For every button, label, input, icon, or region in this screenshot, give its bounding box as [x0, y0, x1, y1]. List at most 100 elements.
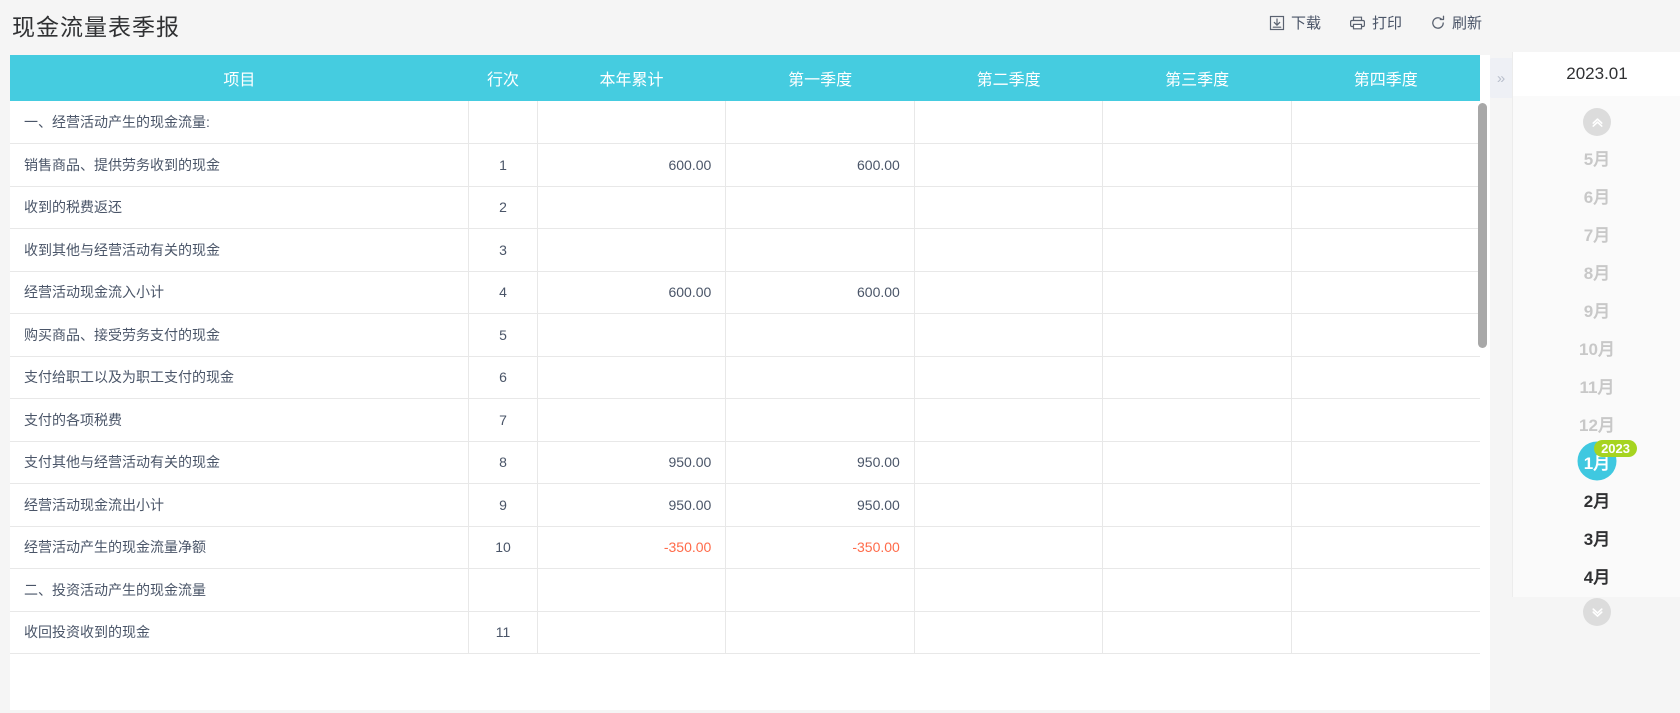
table-row[interactable]: 收回投资收到的现金 11: [10, 611, 1480, 654]
download-icon: [1269, 15, 1285, 31]
cell-q3: [1102, 356, 1292, 399]
month-items: 5月 6月 7月 8月 9月 10月 11月 12月 2023 1月 2月 3月 4月: [1513, 138, 1680, 594]
chevron-double-down-icon: [1590, 605, 1605, 620]
cell-item: 收回投资收到的现金: [10, 611, 470, 654]
month-item-7月[interactable]: 7月: [1513, 214, 1680, 252]
cell-q2: [914, 228, 1104, 272]
table-row[interactable]: 收到的税费返还 2: [10, 186, 1480, 229]
download-button[interactable]: 下载: [1269, 12, 1321, 33]
refresh-button[interactable]: 刷新: [1430, 12, 1482, 33]
cell-ytd: 950.00: [537, 483, 727, 527]
cell-q1: 950.00: [725, 483, 915, 527]
cell-ytd: 950.00: [537, 441, 727, 484]
cell-lineno: 2: [468, 186, 538, 229]
month-item-4月[interactable]: 4月: [1513, 556, 1680, 594]
cell-q3: [1102, 611, 1292, 654]
table-row[interactable]: 购买商品、接受劳务支付的现金 5: [10, 313, 1480, 357]
cell-q4: [1291, 356, 1480, 399]
cell-q3: [1102, 101, 1292, 144]
refresh-icon: [1430, 15, 1446, 31]
cell-ytd: 600.00: [537, 143, 727, 187]
cell-lineno: 4: [468, 271, 538, 314]
table-row[interactable]: 经营活动产生的现金流量净额 10 -350.00 -350.00: [10, 526, 1480, 569]
table-row[interactable]: 收到其他与经营活动有关的现金 3: [10, 228, 1480, 272]
cash-flow-table: 项目 行次 本年累计 第一季度 第二季度 第三季度 第四季度 一、经营活动产生的…: [10, 55, 1480, 654]
cell-item: 经营活动产生的现金流量净额: [10, 526, 470, 569]
table-row[interactable]: 一、经营活动产生的现金流量:: [10, 101, 1480, 144]
month-item-12月[interactable]: 12月: [1513, 404, 1680, 442]
cell-item: 支付的各项税费: [10, 398, 470, 442]
table-row[interactable]: 经营活动现金流入小计 4 600.00 600.00: [10, 271, 1480, 314]
cell-item: 销售商品、提供劳务收到的现金: [10, 143, 470, 187]
cell-ytd: 600.00: [537, 271, 727, 314]
cell-q1: [725, 186, 915, 229]
cell-lineno: 1: [468, 143, 538, 187]
cell-lineno: 9: [468, 483, 538, 527]
table-row[interactable]: 经营活动现金流出小计 9 950.00 950.00: [10, 483, 1480, 527]
print-icon: [1349, 15, 1366, 31]
cell-item: 支付给职工以及为职工支付的现金: [10, 356, 470, 399]
cell-q4: [1291, 143, 1480, 187]
cell-item: 购买商品、接受劳务支付的现金: [10, 313, 470, 357]
selected-period-display[interactable]: 2023.01: [1513, 52, 1680, 96]
table-row[interactable]: 支付的各项税费 7: [10, 398, 1480, 442]
month-item-9月[interactable]: 9月: [1513, 290, 1680, 328]
table-row[interactable]: 销售商品、提供劳务收到的现金 1 600.00 600.00: [10, 143, 1480, 187]
table-vertical-scrollbar[interactable]: [1478, 103, 1487, 703]
month-item-3月[interactable]: 3月: [1513, 518, 1680, 556]
cell-q2: [914, 483, 1104, 527]
cell-q2: [914, 611, 1104, 654]
month-label: 6月: [1583, 187, 1611, 207]
scrollbar-thumb[interactable]: [1478, 103, 1487, 348]
cell-q3: [1102, 568, 1292, 612]
table-row[interactable]: 支付给职工以及为职工支付的现金 6: [10, 356, 1480, 399]
cell-lineno: [468, 101, 538, 144]
chevron-double-up-icon: [1590, 115, 1605, 130]
cell-item: 收到其他与经营活动有关的现金: [10, 228, 470, 272]
month-item-1月[interactable]: 2023 1月: [1513, 440, 1680, 481]
cell-q2: [914, 143, 1104, 187]
month-item-2月[interactable]: 2月: [1513, 480, 1680, 518]
cell-q4: [1291, 313, 1480, 357]
cell-lineno: 10: [468, 526, 538, 569]
column-header-q4: 第四季度: [1291, 55, 1480, 101]
cell-ytd: [537, 568, 727, 612]
cell-q1: [725, 568, 915, 612]
table-body: 一、经营活动产生的现金流量: 销售商品、提供劳务收到的现金 1 600.00 600.0…: [10, 101, 1480, 654]
cell-q1: 950.00: [725, 441, 915, 484]
cell-ytd: [537, 313, 727, 357]
print-label: 打印: [1371, 15, 1402, 32]
cell-item: 经营活动现金流出小计: [10, 483, 470, 527]
cell-q1: 600.00: [725, 143, 915, 187]
cell-q4: [1291, 228, 1480, 272]
month-item-10月[interactable]: 10月: [1513, 328, 1680, 366]
cell-item: 支付其他与经营活动有关的现金: [10, 441, 470, 484]
month-item-11月[interactable]: 11月: [1513, 366, 1680, 404]
month-label: 5月: [1583, 149, 1611, 169]
cell-q3: [1102, 143, 1292, 187]
month-item-5月[interactable]: 5月: [1513, 138, 1680, 176]
month-label: 7月: [1583, 225, 1611, 245]
cell-q4: [1291, 101, 1480, 144]
cell-q4: [1291, 568, 1480, 612]
scroll-up-button[interactable]: [1583, 108, 1611, 136]
month-item-8月[interactable]: 8月: [1513, 252, 1680, 290]
print-button[interactable]: 打印: [1349, 12, 1402, 33]
cell-ytd: [537, 228, 727, 272]
sidebar-collapse-toggle[interactable]: »: [1490, 58, 1512, 98]
scroll-down-button[interactable]: [1583, 598, 1611, 626]
chevron-double-right-icon: »: [1496, 69, 1506, 87]
page-header: 现金流量表季报 下载: [0, 0, 1500, 50]
column-header-q3: 第三季度: [1102, 55, 1292, 101]
cell-lineno: 7: [468, 398, 538, 442]
cell-q3: [1102, 398, 1292, 442]
month-item-6月[interactable]: 6月: [1513, 176, 1680, 214]
cell-ytd: [537, 101, 727, 144]
column-header-item: 项目: [10, 55, 469, 101]
table-row[interactable]: 支付其他与经营活动有关的现金 8 950.00 950.00: [10, 441, 1480, 484]
month-label: 10月: [1579, 339, 1615, 359]
column-header-lineno: 行次: [468, 55, 538, 101]
table-row[interactable]: 二、投资活动产生的现金流量: [10, 568, 1480, 612]
cell-q2: [914, 186, 1104, 229]
cell-q3: [1102, 186, 1292, 229]
